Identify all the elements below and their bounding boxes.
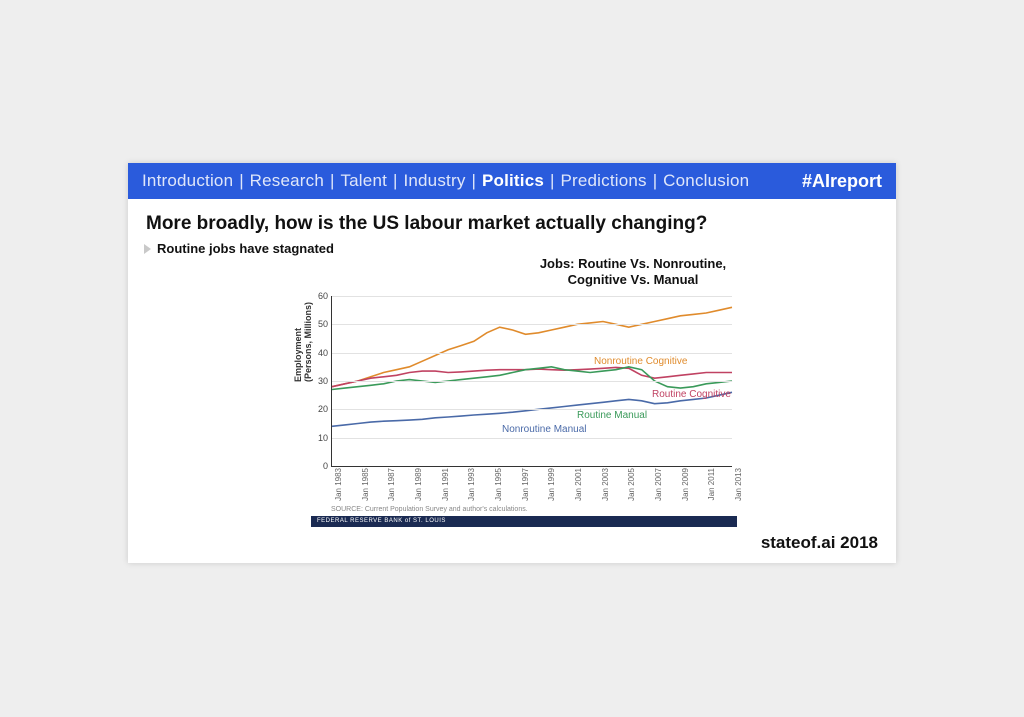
x-tick-label: Jan 1989 (414, 468, 423, 501)
series-label: Nonroutine Manual (502, 424, 587, 435)
series-label: Nonroutine Cognitive (594, 356, 687, 367)
gridline (332, 438, 732, 439)
x-axis-ticks: Jan 1983 Jan 1985 Jan 1987 Jan 1989 Jan 1991… (331, 468, 731, 508)
x-tick-label: Jan 2013 (734, 468, 743, 501)
nav-separator: | (387, 171, 403, 191)
gridline (332, 353, 732, 354)
nav-separator: | (544, 171, 560, 191)
y-tick-label: 40 (310, 348, 328, 358)
chart: Jobs: Routine Vs. Nonroutine, Cognitive … (277, 262, 747, 522)
y-tick-label: 60 (310, 291, 328, 301)
slide-credit: stateof.ai 2018 (761, 533, 878, 553)
x-tick-label: Jan 1993 (467, 468, 476, 501)
chart-footer-bar: FEDERAL RESERVE BANK of ST. LOUIS (311, 516, 737, 527)
y-tick-label: 30 (310, 376, 328, 386)
nav-separator: | (324, 171, 340, 191)
chart-source-note: SOURCE: Current Population Survey and au… (331, 506, 528, 513)
gridline (332, 409, 732, 410)
y-tick-label: 50 (310, 319, 328, 329)
x-tick-label: Jan 1999 (547, 468, 556, 501)
x-tick-label: Jan 2009 (681, 468, 690, 501)
nav-tab-industry[interactable]: Industry (403, 171, 465, 191)
x-tick-label: Jan 2005 (627, 468, 636, 501)
nav-tab-conclusion[interactable]: Conclusion (663, 171, 749, 191)
bullet-triangle-icon (144, 244, 151, 254)
hashtag: #AIreport (802, 171, 882, 192)
chart-title: Jobs: Routine Vs. Nonroutine, Cognitive … (523, 256, 743, 287)
series-label: Routine Manual (577, 410, 647, 421)
plot-area: 0102030405060Nonroutine CognitiveRoutine… (331, 296, 732, 467)
x-tick-label: Jan 2011 (707, 468, 716, 500)
y-tick-label: 20 (310, 404, 328, 414)
slide: Introduction|Research|Talent|Industry|Po… (128, 163, 896, 563)
y-tick-label: 0 (310, 461, 328, 471)
x-tick-label: Jan 1991 (441, 468, 450, 501)
slide-subtitle: Routine jobs have stagnated (157, 241, 334, 256)
nav-bar: Introduction|Research|Talent|Industry|Po… (128, 163, 896, 199)
nav-tab-talent[interactable]: Talent (340, 171, 387, 191)
x-tick-label: Jan 1987 (387, 468, 396, 501)
x-tick-label: Jan 1997 (521, 468, 530, 501)
nav-tab-politics[interactable]: Politics (482, 171, 544, 191)
gridline (332, 381, 732, 382)
x-tick-label: Jan 2003 (601, 468, 610, 501)
x-tick-label: Jan 1985 (361, 468, 370, 501)
nav-tab-predictions[interactable]: Predictions (560, 171, 646, 191)
x-tick-label: Jan 1983 (334, 468, 343, 501)
x-tick-label: Jan 2007 (654, 468, 663, 501)
series-label: Routine Cognitive (652, 389, 731, 400)
y-axis-label: Employment(Persons, Millions) (293, 302, 313, 382)
nav-tab-research[interactable]: Research (250, 171, 324, 191)
y-tick-label: 10 (310, 433, 328, 443)
nav-tab-introduction[interactable]: Introduction (142, 171, 233, 191)
slide-subtitle-row: Routine jobs have stagnated (128, 239, 896, 258)
x-tick-label: Jan 2001 (574, 468, 583, 501)
series-nonroutine-cognitive (332, 307, 732, 386)
slide-title: More broadly, how is the US labour marke… (128, 199, 896, 239)
gridline (332, 324, 732, 325)
x-tick-label: Jan 1995 (494, 468, 503, 501)
nav-separator: | (466, 171, 482, 191)
nav-separator: | (233, 171, 249, 191)
gridline (332, 296, 732, 297)
nav-separator: | (647, 171, 663, 191)
